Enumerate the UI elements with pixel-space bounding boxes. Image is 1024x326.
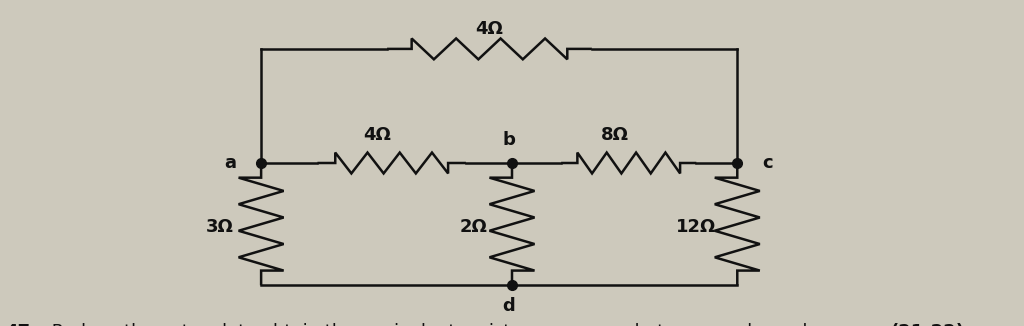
Text: 3Ω: 3Ω [206,217,234,236]
Text: d: d [503,297,515,316]
Text: 4Ω: 4Ω [475,20,504,38]
Text: b: b [503,131,515,149]
Text: 4Ω: 4Ω [362,126,391,144]
Text: 12Ω: 12Ω [676,217,717,236]
Text: 47.: 47. [5,323,37,326]
Text: c: c [763,154,773,172]
Text: 8Ω: 8Ω [600,126,629,144]
Text: (21-22): (21-22) [891,323,965,326]
Text: Reduce the network to obtain the equivalent resistance as seen between nodes a-d: Reduce the network to obtain the equival… [46,323,808,326]
Text: a: a [224,154,237,172]
Text: 2Ω: 2Ω [459,217,487,236]
